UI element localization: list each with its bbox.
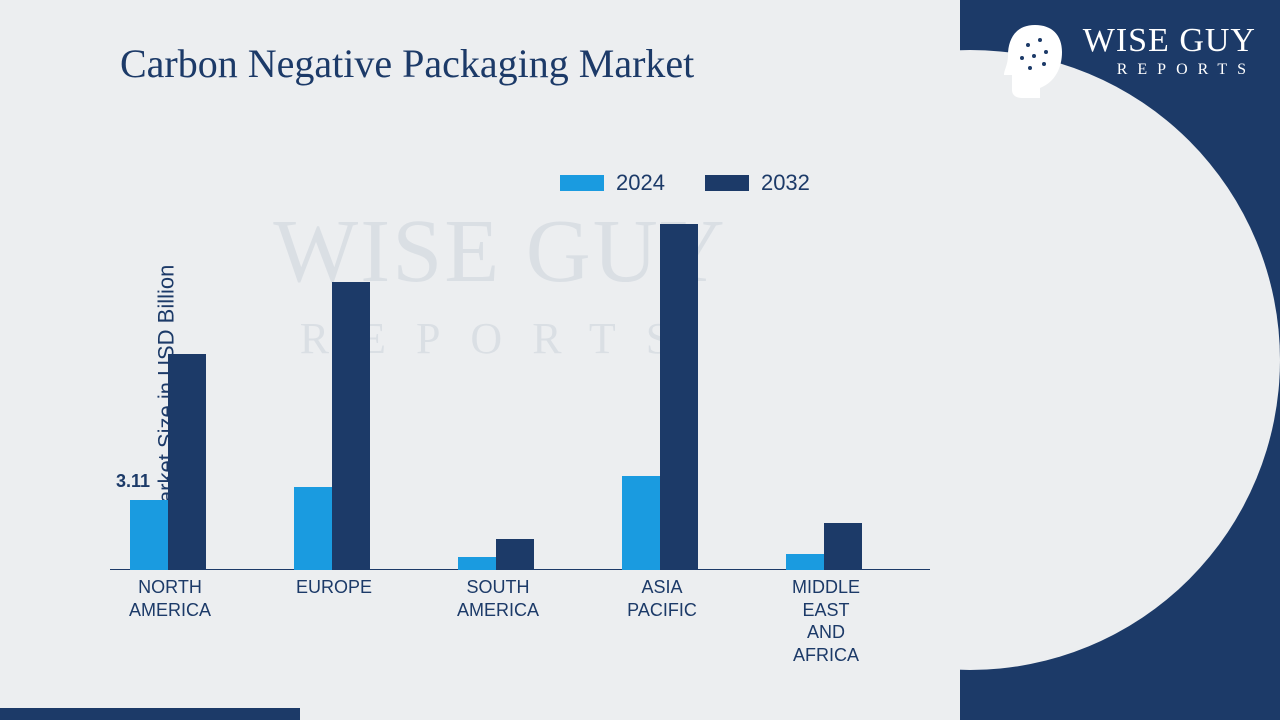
legend-label-2024: 2024 — [616, 170, 665, 196]
x-axis-category-label: NORTHAMERICA — [105, 576, 235, 621]
x-axis-category-label: ASIAPACIFIC — [597, 576, 727, 621]
legend-swatch-2032 — [705, 175, 749, 191]
chart-title: Carbon Negative Packaging Market — [120, 40, 694, 87]
bar — [458, 557, 496, 571]
bar-value-label: 3.11 — [116, 471, 150, 492]
x-axis-category-label: SOUTHAMERICA — [433, 576, 563, 621]
bar — [168, 354, 206, 570]
bar — [786, 554, 824, 570]
brand-logo: WISE GUY REPORTS — [1083, 24, 1256, 78]
footer-accent-bar — [0, 708, 300, 720]
bar — [130, 500, 168, 570]
bar — [622, 476, 660, 571]
brand-name-line2: REPORTS — [1083, 62, 1256, 78]
legend-item-2032: 2032 — [705, 170, 810, 196]
right-brand-panel: WISE GUY REPORTS — [960, 0, 1280, 720]
bar — [332, 282, 370, 570]
bar — [824, 523, 862, 570]
x-axis-category-label: EUROPE — [269, 576, 399, 599]
brand-name-line1: WISE GUY — [1083, 24, 1256, 58]
legend-swatch-2024 — [560, 175, 604, 191]
legend-item-2024: 2024 — [560, 170, 665, 196]
bar — [496, 539, 534, 571]
brand-head-icon — [1000, 20, 1070, 100]
x-axis-labels: NORTHAMERICAEUROPESOUTHAMERICAASIAPACIFI… — [110, 576, 930, 696]
legend: 2024 2032 — [560, 170, 810, 196]
chart-plot-area: 3.11 — [110, 210, 930, 570]
bar — [294, 487, 332, 570]
legend-label-2032: 2032 — [761, 170, 810, 196]
x-axis-category-label: MIDDLEEASTANDAFRICA — [761, 576, 891, 666]
bar — [660, 224, 698, 571]
